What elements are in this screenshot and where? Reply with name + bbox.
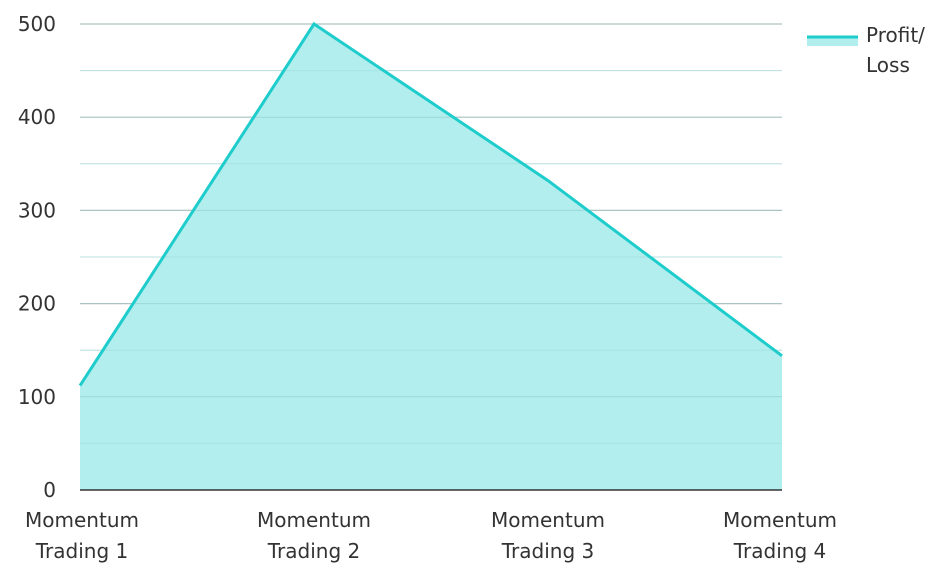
y-tick-label: 300 <box>18 198 56 222</box>
y-tick-label: 400 <box>18 105 56 129</box>
y-tick-label: 0 <box>43 478 56 502</box>
legend: Profit/Loss <box>807 23 925 77</box>
y-tick-label: 100 <box>18 385 56 409</box>
plot-area <box>80 24 782 490</box>
y-tick-label: 500 <box>18 12 56 36</box>
legend-label: Profit/Loss <box>866 23 925 77</box>
y-tick-label: 200 <box>18 292 56 316</box>
